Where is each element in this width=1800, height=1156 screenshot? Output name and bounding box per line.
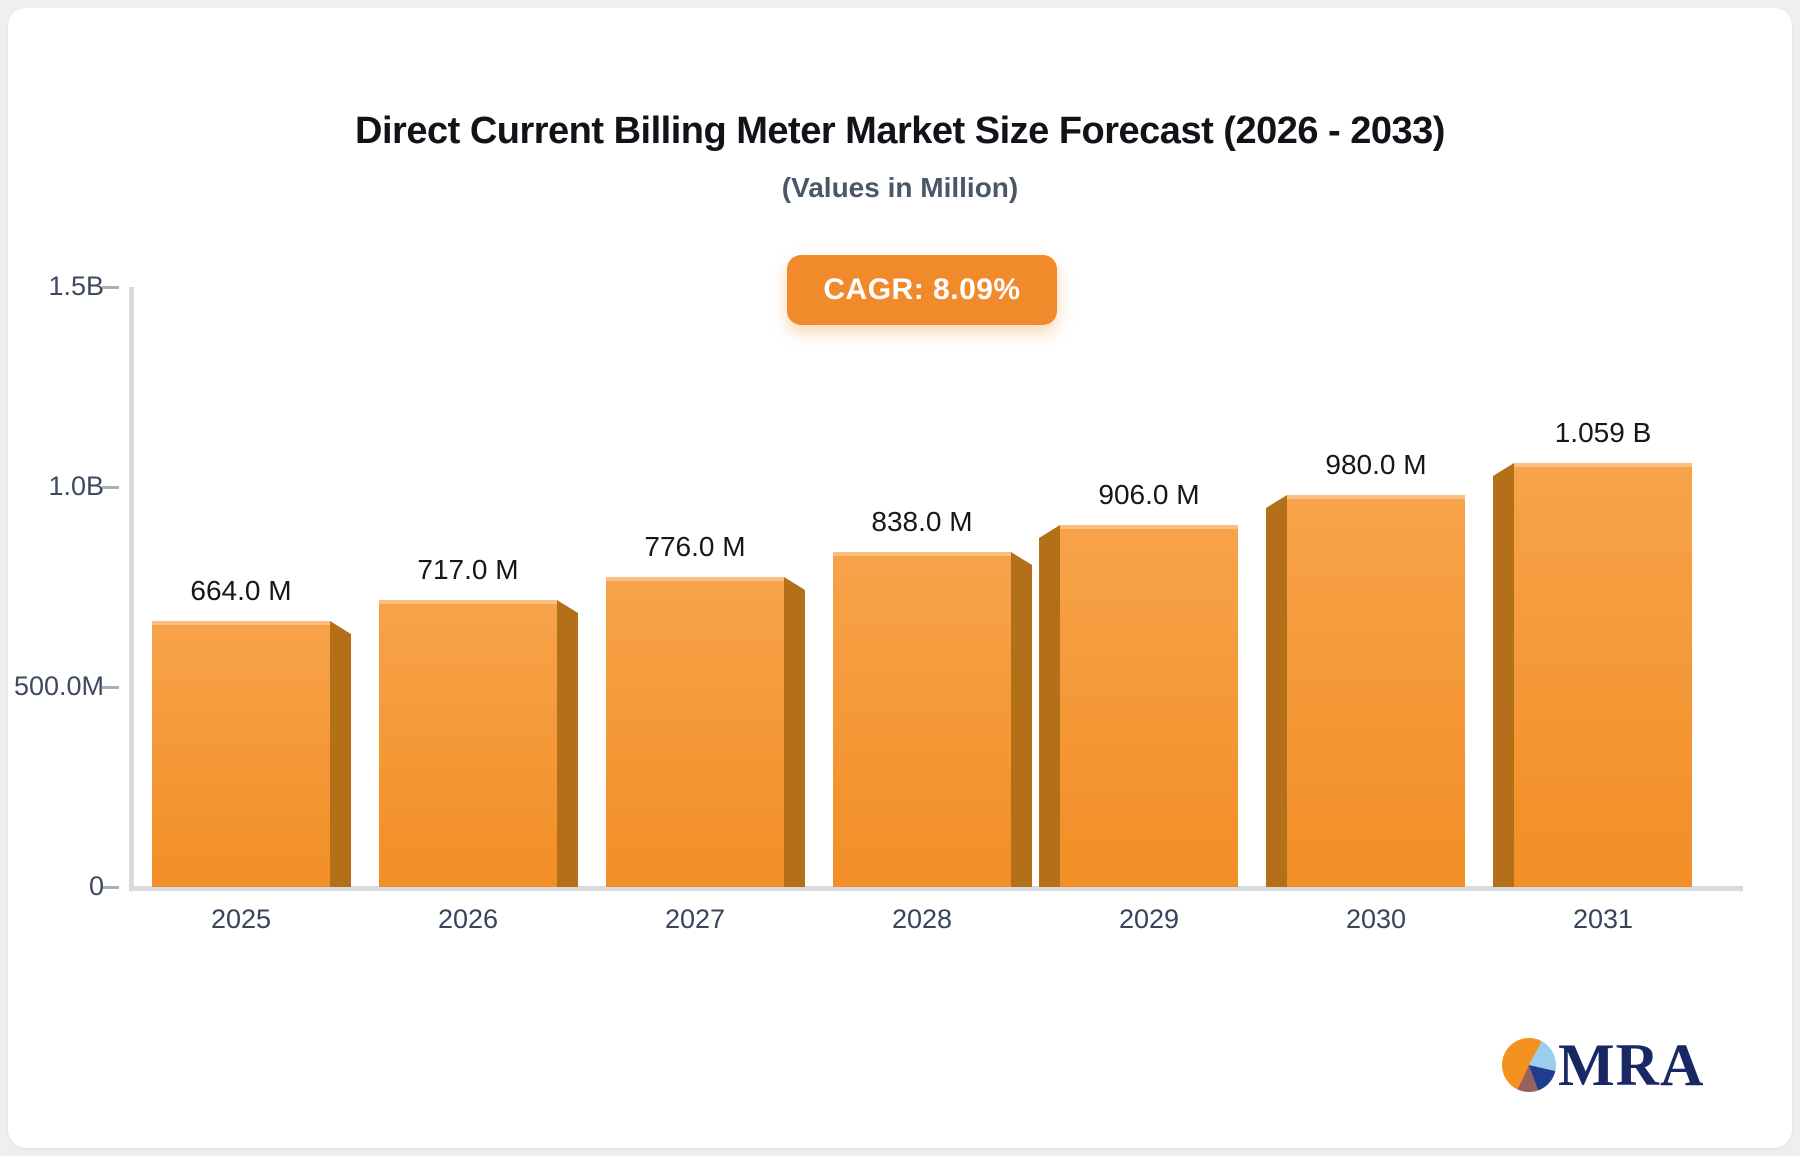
cagr-badge-label: CAGR: 8.09% bbox=[823, 273, 1021, 306]
bar-top-highlight bbox=[1060, 525, 1238, 529]
bar-top-highlight bbox=[833, 552, 1011, 556]
bar-value-label: 980.0 M bbox=[1325, 449, 1427, 480]
x-axis-label: 2031 bbox=[1572, 904, 1634, 934]
bar-value-label: 717.0 M bbox=[417, 554, 519, 585]
bar-2031[interactable] bbox=[1514, 463, 1692, 887]
x-axis-label: 2030 bbox=[1345, 904, 1407, 934]
mra-logo: MRA bbox=[1502, 1032, 1705, 1098]
bar-top-highlight bbox=[1514, 463, 1692, 467]
bar-side-panel bbox=[1266, 495, 1287, 887]
bar-side-panel bbox=[784, 577, 805, 887]
y-axis-tick bbox=[102, 286, 119, 289]
bar-2028[interactable] bbox=[833, 552, 1011, 887]
bar-side-panel bbox=[557, 600, 578, 887]
y-axis-tick bbox=[102, 686, 119, 689]
bar-2025[interactable] bbox=[152, 621, 330, 887]
y-axis-label: 500.0M bbox=[13, 671, 104, 701]
bar-top-highlight bbox=[1287, 495, 1465, 499]
bar-value-label: 906.0 M bbox=[1098, 479, 1200, 510]
bar-2029[interactable] bbox=[1060, 525, 1238, 887]
bar-2027[interactable] bbox=[606, 577, 784, 887]
bar-value-label: 1.059 B bbox=[1554, 417, 1652, 448]
bar-top-highlight bbox=[379, 600, 557, 604]
x-axis-line bbox=[129, 886, 1743, 891]
y-axis-label: 1.0B bbox=[48, 471, 104, 501]
y-axis-label: 1.5B bbox=[48, 271, 104, 301]
bar-top-highlight bbox=[606, 577, 784, 581]
y-axis-label: 0 bbox=[88, 871, 104, 901]
logo-text: MRA bbox=[1558, 1032, 1705, 1098]
x-axis-label: 2027 bbox=[664, 904, 726, 934]
x-axis-label: 2026 bbox=[437, 904, 499, 934]
bar-side-panel bbox=[1011, 552, 1032, 887]
bar-value-label: 838.0 M bbox=[871, 506, 973, 537]
bar-value-label: 664.0 M bbox=[190, 575, 292, 606]
bar-side-panel bbox=[1039, 525, 1060, 887]
bar-side-panel bbox=[1493, 463, 1514, 887]
x-axis-label: 2028 bbox=[891, 904, 953, 934]
y-axis-tick bbox=[102, 486, 119, 489]
y-axis-line bbox=[129, 287, 134, 891]
pie-chart-logo-icon bbox=[1502, 1038, 1556, 1092]
x-axis-label: 2025 bbox=[210, 904, 272, 934]
cagr-badge: CAGR: 8.09% bbox=[787, 255, 1057, 325]
chart-title: Direct Current Billing Meter Market Size… bbox=[355, 110, 1445, 152]
bar-top-highlight bbox=[152, 621, 330, 625]
y-axis-tick bbox=[102, 886, 119, 889]
bar-value-label: 776.0 M bbox=[644, 531, 746, 562]
bar-2026[interactable] bbox=[379, 600, 557, 887]
bar-side-panel bbox=[330, 621, 351, 887]
x-axis-label: 2029 bbox=[1118, 904, 1180, 934]
chart-subtitle: (Values in Million) bbox=[781, 172, 1019, 203]
bar-2030[interactable] bbox=[1287, 495, 1465, 887]
